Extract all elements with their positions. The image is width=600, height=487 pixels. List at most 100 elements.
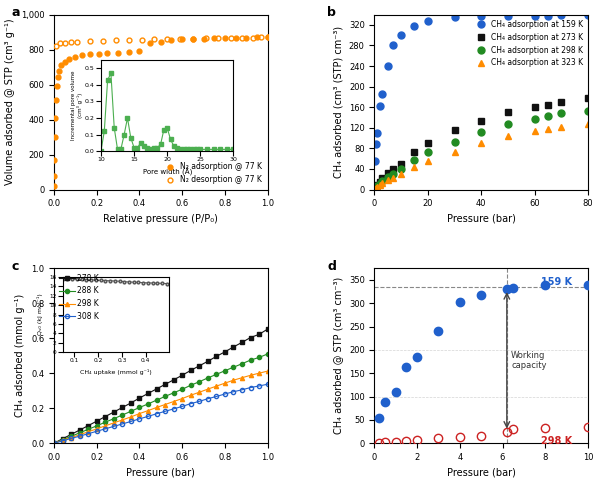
CH₄ adsorption at 159 K: [478, 13, 485, 19]
N₂ desorption @ 77 K: [238, 35, 245, 40]
288 K: [119, 412, 126, 418]
278 K: [256, 332, 263, 337]
N₂ adsorption @ 77 K: [146, 40, 154, 46]
288 K: [264, 351, 271, 357]
288 K: [136, 405, 143, 411]
308 K: [170, 406, 177, 412]
298 K: [170, 399, 177, 405]
298 K: [187, 393, 194, 398]
N₂ desorption @ 77 K: [61, 39, 68, 45]
X-axis label: Pressure (bar): Pressure (bar): [127, 468, 195, 477]
278 K: [179, 373, 186, 378]
308 K: [196, 398, 203, 404]
CH₄ adsorption at 298 K: [451, 139, 458, 145]
288 K: [76, 430, 83, 436]
298 K: [59, 437, 66, 443]
CH₄ adsorption at 323 K: [411, 164, 418, 170]
CH₄ adsorption at 298 K: [411, 157, 418, 163]
288 K: [221, 368, 229, 374]
CH₄ adsorption at 159 K: [411, 23, 418, 29]
N₂ desorption @ 77 K: [100, 38, 107, 44]
298 K: [50, 440, 58, 446]
CH₄ adsorption at 323 K: [584, 121, 592, 127]
298 K: [67, 435, 74, 441]
308 K: [179, 404, 186, 410]
Line: N₂ desorption @ 77 K: N₂ desorption @ 77 K: [54, 35, 270, 49]
CH₄ adsorption at 273 K: [424, 140, 431, 146]
N₂ adsorption @ 77 K: [52, 115, 59, 121]
Text: 159 K: 159 K: [541, 277, 572, 287]
CH₄ adsorption at 323 K: [558, 124, 565, 130]
308 K: [110, 424, 118, 430]
308 K: [247, 385, 254, 391]
298 K: [101, 423, 109, 429]
N₂ adsorption @ 77 K: [50, 173, 58, 179]
288 K: [93, 423, 100, 429]
308 K: [59, 438, 66, 444]
298 K: [264, 368, 271, 374]
N₂ adsorption @ 77 K: [58, 62, 65, 68]
N₂ adsorption @ 77 K: [51, 134, 58, 140]
298 K: [161, 402, 169, 408]
288 K: [127, 409, 134, 414]
Y-axis label: Volume adsorbed @ STP (cm³ g⁻¹): Volume adsorbed @ STP (cm³ g⁻¹): [5, 19, 15, 186]
CH₄ adsorption at 298 K: [584, 108, 592, 114]
298 K: [119, 417, 126, 423]
Legend: N₂ adsorption @ 77 K, N₂ desorption @ 77 K: N₂ adsorption @ 77 K, N₂ desorption @ 77…: [161, 161, 264, 186]
X-axis label: Relative pressure (P/P₀): Relative pressure (P/P₀): [103, 214, 218, 224]
298 K: [204, 386, 211, 392]
308 K: [230, 389, 237, 394]
278 K: [59, 436, 66, 442]
CH₄ adsorption at 159 K: [372, 141, 379, 147]
298 K: [247, 373, 254, 378]
CH₄ adsorption at 273 K: [376, 179, 383, 185]
298 K: [136, 411, 143, 416]
N₂ adsorption @ 77 K: [52, 97, 59, 103]
288 K: [170, 390, 177, 396]
278 K: [161, 381, 169, 387]
298 K: [238, 375, 245, 381]
Line: 278 K: 278 K: [52, 327, 269, 445]
278 K: [187, 368, 194, 374]
278 K: [196, 363, 203, 369]
Line: 288 K: 288 K: [52, 352, 269, 445]
N₂ desorption @ 77 K: [57, 40, 64, 46]
278 K: [50, 440, 58, 446]
X-axis label: Pressure (bar): Pressure (bar): [447, 468, 515, 477]
Text: Working
capacity: Working capacity: [511, 351, 547, 370]
Line: CH₄ adsorption at 323 K: CH₄ adsorption at 323 K: [371, 121, 592, 192]
CH₄ adsorption at 273 K: [371, 186, 379, 191]
N₂ desorption @ 77 K: [87, 38, 94, 44]
288 K: [213, 372, 220, 377]
CH₄ adsorption at 298 K: [379, 178, 386, 184]
308 K: [221, 391, 229, 397]
308 K: [187, 401, 194, 407]
CH₄ adsorption at 273 K: [384, 170, 391, 176]
N₂ adsorption @ 77 K: [157, 39, 164, 45]
298 K: [85, 429, 92, 435]
288 K: [187, 382, 194, 388]
N₂ adsorption @ 77 K: [179, 37, 186, 42]
288 K: [50, 440, 58, 446]
278 K: [145, 391, 152, 396]
298 K: [93, 426, 100, 432]
278 K: [264, 326, 271, 332]
288 K: [101, 419, 109, 425]
298 K: [256, 370, 263, 376]
278 K: [247, 335, 254, 340]
N₂ adsorption @ 77 K: [136, 48, 143, 54]
CH₄ adsorption at 298 K: [376, 181, 383, 187]
Line: 298 K: 298 K: [52, 369, 269, 445]
N₂ adsorption @ 77 K: [242, 35, 250, 40]
CH₄ adsorption at 273 K: [558, 99, 565, 105]
308 K: [67, 435, 74, 441]
CH₄ adsorption at 159 K: [584, 12, 592, 18]
288 K: [179, 386, 186, 392]
Text: 298 K: 298 K: [541, 436, 572, 446]
278 K: [136, 395, 143, 401]
CH₄ adsorption at 323 K: [389, 175, 397, 181]
N₂ desorption @ 77 K: [74, 38, 81, 44]
Y-axis label: CH₄ adsorbed @ STP (cm³ cm⁻³): CH₄ adsorbed @ STP (cm³ cm⁻³): [333, 277, 343, 434]
CH₄ adsorption at 273 K: [379, 175, 386, 181]
N₂ desorption @ 77 K: [138, 37, 145, 43]
